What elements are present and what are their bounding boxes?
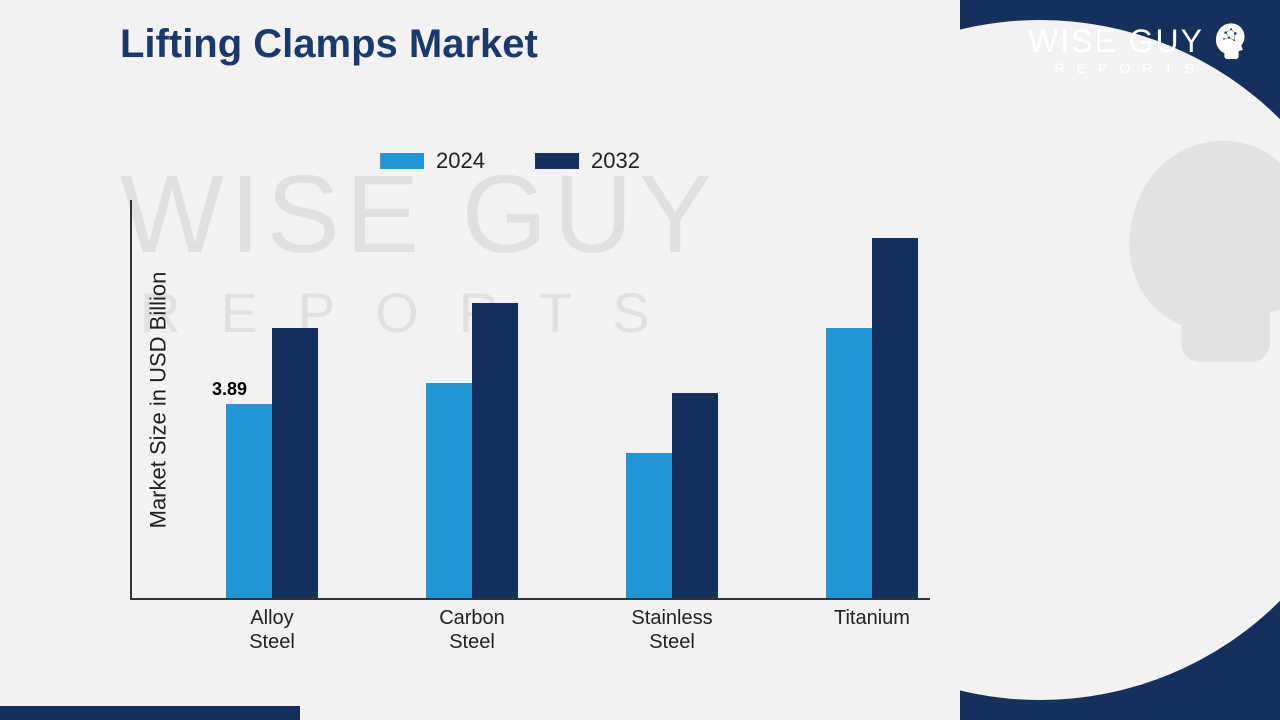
logo-line1: WISE GUY — [1028, 20, 1250, 62]
brand-logo: WISE GUY REPORTS — [1028, 20, 1250, 76]
bar-group: Titanium — [812, 238, 932, 598]
bar-value-label: 3.89 — [212, 379, 247, 400]
bar-2032 — [272, 328, 318, 598]
bar-2032 — [872, 238, 918, 598]
legend-swatch-2024 — [380, 153, 424, 169]
bar-2024 — [626, 453, 672, 598]
bar-2032 — [672, 393, 718, 598]
logo-head-icon — [1208, 20, 1250, 62]
bar-2032 — [472, 303, 518, 598]
legend-label-2032: 2032 — [591, 148, 640, 174]
bar-group: StainlessSteel — [612, 393, 732, 598]
x-axis-category-label: AlloySteel — [202, 606, 342, 654]
legend-swatch-2032 — [535, 153, 579, 169]
bar-2024 — [226, 404, 272, 599]
x-axis-category-label: Titanium — [802, 606, 942, 630]
chart-area: Market Size in USD Billion 2024 2032 3.8… — [80, 140, 940, 660]
bar-group: 3.89AlloySteel — [212, 328, 332, 598]
chart-title: Lifting Clamps Market — [120, 22, 538, 67]
bar-2024 — [826, 328, 872, 598]
logo-line2: REPORTS — [1028, 60, 1250, 76]
legend-item-2024: 2024 — [380, 148, 485, 174]
bar-group: CarbonSteel — [412, 303, 532, 598]
bar-2024 — [426, 383, 472, 598]
bottom-accent-bar — [0, 706, 300, 720]
x-axis-category-label: StainlessSteel — [602, 606, 742, 654]
legend-label-2024: 2024 — [436, 148, 485, 174]
x-axis-category-label: CarbonSteel — [402, 606, 542, 654]
page-canvas: WISE GUY REPORTS Lifting Clamps Market W… — [0, 0, 1280, 720]
chart-plot-area: 3.89AlloySteel CarbonSteel StainlessSteel T… — [130, 200, 930, 600]
legend-item-2032: 2032 — [535, 148, 640, 174]
chart-legend: 2024 2032 — [380, 148, 640, 174]
logo-text-1: WISE GUY — [1028, 23, 1204, 60]
